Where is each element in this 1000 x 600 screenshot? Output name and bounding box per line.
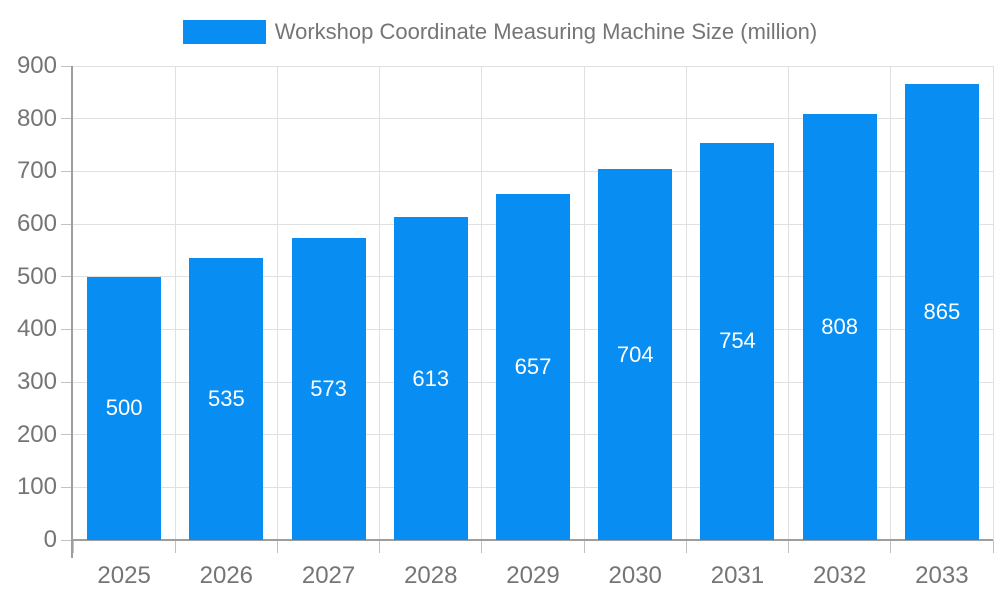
bar-value-label: 754 xyxy=(719,328,756,354)
bar-value-label: 613 xyxy=(412,365,450,391)
grid-line-vertical xyxy=(379,66,381,540)
x-tick-label: 2033 xyxy=(915,562,969,589)
bar-value-label: 573 xyxy=(310,376,347,402)
y-axis-tick xyxy=(61,486,73,488)
x-axis-tick xyxy=(890,540,892,553)
y-axis-tick xyxy=(61,223,73,225)
bar-value-label: 657 xyxy=(514,353,552,379)
bar: 573 xyxy=(291,238,366,540)
y-tick-label: 900 xyxy=(16,52,57,79)
x-axis-tick xyxy=(276,540,278,553)
bar: 657 xyxy=(496,193,570,540)
grid-line-horizontal xyxy=(73,170,993,172)
grid-line-vertical xyxy=(890,66,892,540)
x-tick-label: 2032 xyxy=(812,562,867,589)
bar: 808 xyxy=(802,114,877,540)
grid-line-vertical xyxy=(276,66,278,540)
x-axis-tick xyxy=(481,540,483,553)
x-axis-tick xyxy=(788,540,790,553)
chart-legend: Workshop Coordinate Measuring Machine Si… xyxy=(0,19,1000,45)
bar: 613 xyxy=(393,217,468,540)
x-axis-tick xyxy=(379,540,381,553)
y-axis-line xyxy=(71,66,73,558)
x-tick-label: 2030 xyxy=(608,562,662,589)
grid-line-vertical xyxy=(583,66,585,540)
x-tick-label: 2028 xyxy=(404,562,458,589)
grid-line-vertical xyxy=(788,66,790,540)
bar-value-label: 535 xyxy=(207,386,245,412)
x-axis-tick xyxy=(685,540,687,553)
y-axis-tick xyxy=(61,434,73,436)
grid-line-vertical xyxy=(992,66,994,540)
bar: 704 xyxy=(598,169,673,540)
y-tick-label: 400 xyxy=(16,315,57,343)
x-axis-tick xyxy=(174,540,176,553)
grid-line-horizontal xyxy=(73,65,993,67)
bar: 754 xyxy=(700,142,775,540)
x-axis-tick xyxy=(992,540,994,553)
y-axis-tick xyxy=(61,381,73,383)
y-axis-tick xyxy=(61,118,73,120)
y-tick-label: 600 xyxy=(16,210,57,237)
y-axis-tick xyxy=(61,276,73,278)
grid-line-vertical xyxy=(685,66,687,540)
bar-value-label: 808 xyxy=(821,314,859,340)
bar-value-label: 500 xyxy=(105,395,143,421)
y-tick-label: 300 xyxy=(16,368,57,395)
y-axis-tick xyxy=(61,65,73,67)
grid-line-horizontal xyxy=(73,118,993,120)
x-tick-label: 2031 xyxy=(710,562,765,589)
grid-line-vertical xyxy=(174,66,176,540)
bar: 865 xyxy=(904,84,979,540)
x-tick-label: 2029 xyxy=(506,562,560,589)
x-tick-label: 2026 xyxy=(199,562,254,589)
x-axis-tick xyxy=(72,540,74,553)
y-axis-tick xyxy=(61,328,73,330)
x-tick-label: 2025 xyxy=(97,562,151,589)
x-axis-line xyxy=(71,539,993,541)
bar-value-label: 865 xyxy=(923,299,961,325)
bar: 535 xyxy=(189,258,264,540)
y-tick-label: 0 xyxy=(43,526,57,553)
legend-swatch xyxy=(182,20,266,44)
x-axis-tick xyxy=(583,540,585,553)
y-tick-label: 100 xyxy=(16,473,57,501)
legend-label: Workshop Coordinate Measuring Machine Si… xyxy=(274,19,818,44)
y-tick-label: 500 xyxy=(16,262,57,290)
y-tick-label: 800 xyxy=(16,104,57,132)
y-axis-tick xyxy=(61,539,73,541)
plot-area: 0 100 200 300 400 500 600 700 800 900 500 2025 535 20… xyxy=(17,54,994,588)
y-tick-label: 700 xyxy=(16,157,57,185)
grid-line-vertical xyxy=(481,66,483,540)
x-tick-label: 2027 xyxy=(301,562,356,589)
bar-value-label: 704 xyxy=(616,341,654,367)
bar: 500 xyxy=(87,276,162,540)
y-tick-label: 200 xyxy=(16,420,57,448)
y-axis-tick xyxy=(61,170,73,172)
